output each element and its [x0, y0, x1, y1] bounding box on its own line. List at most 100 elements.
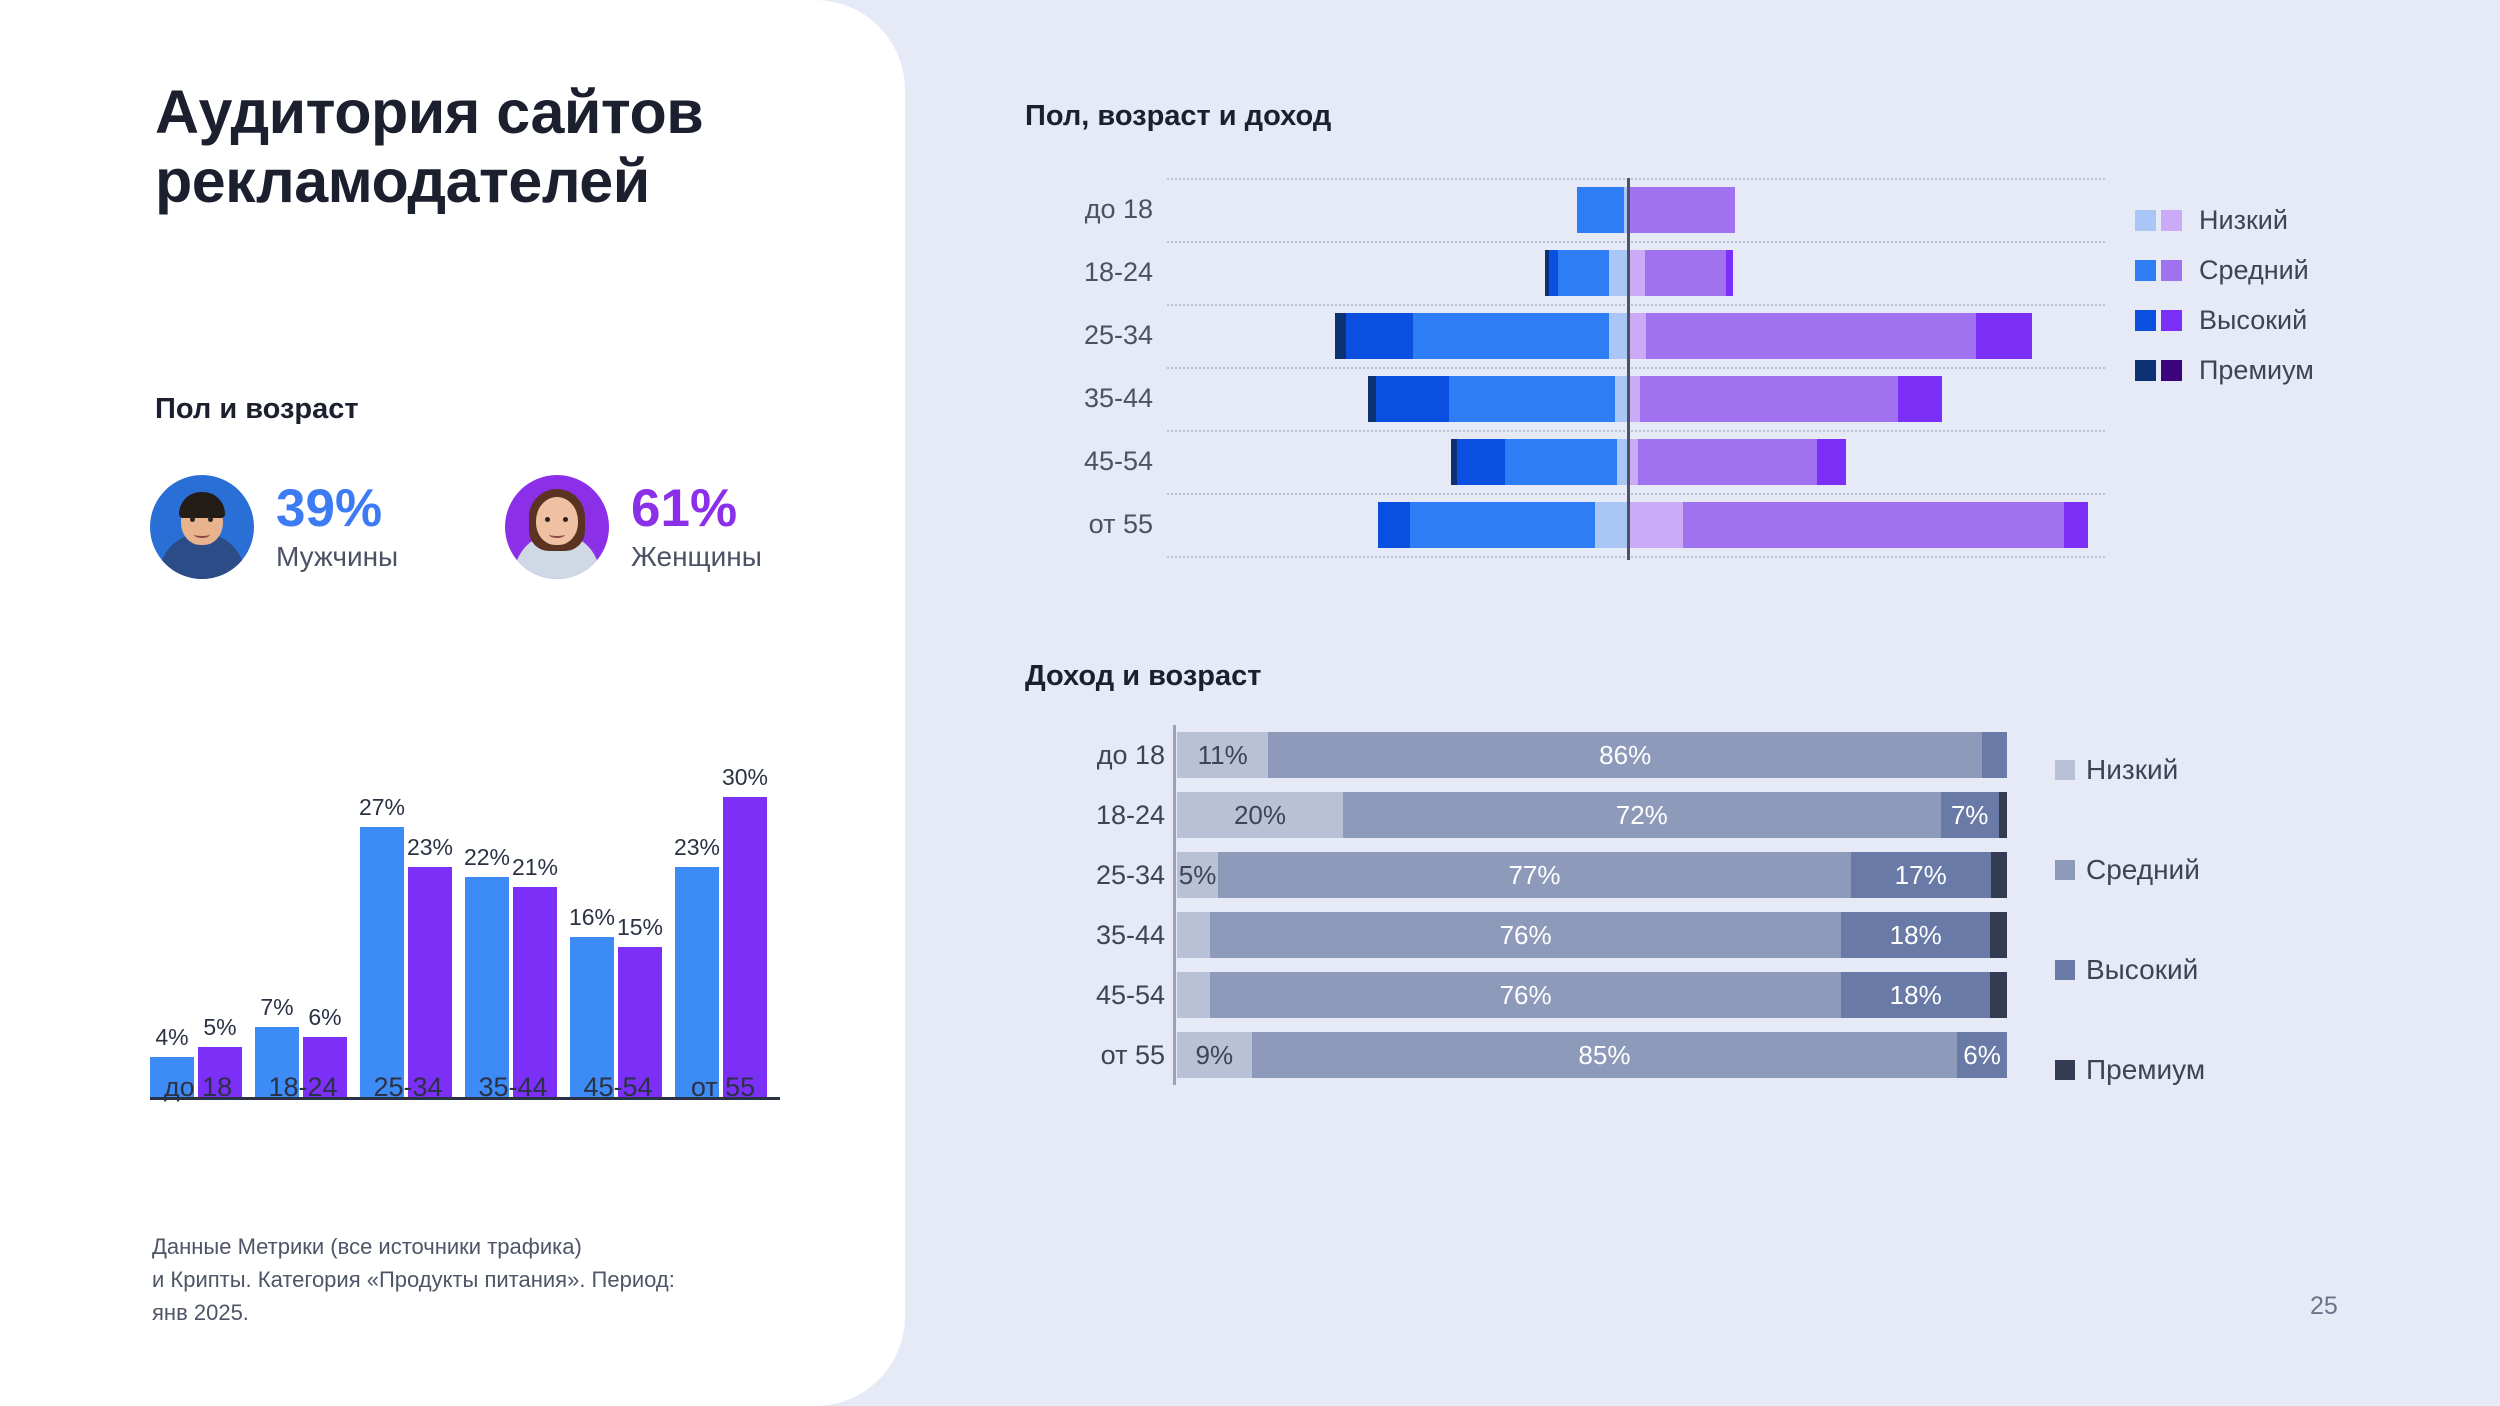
bar-male: 22% — [464, 844, 510, 1097]
income-row-label: 35-44 — [1095, 920, 1165, 950]
income-row: от 55 9% 85% 6% — [1025, 1025, 2105, 1085]
avatar-eye-right — [208, 517, 213, 522]
tornado-plot-area — [1167, 178, 2105, 241]
tornado-segment-male-средний — [1413, 313, 1610, 359]
income-segment-высокий: 6% — [1957, 1032, 2007, 1078]
tornado-legend-item[interactable]: Средний — [2135, 245, 2435, 295]
bar-female: 30% — [722, 764, 768, 1097]
income-segment-премиум — [1998, 792, 2007, 838]
tornado-segment-female-высокий — [1898, 376, 1942, 422]
legend-swatch-female — [2161, 309, 2182, 331]
bar-female: 6% — [303, 1004, 347, 1097]
tornado-segment-male-средний — [1409, 502, 1595, 548]
bar-female: 5% — [198, 1014, 242, 1097]
tornado-segment-male-высокий — [1456, 439, 1505, 485]
bar-female: 15% — [617, 914, 663, 1097]
tornado-segment-female-низкий — [1627, 439, 1639, 485]
income-row-label: 18-24 — [1095, 800, 1165, 830]
x-axis-tick-label: 18-24 — [268, 1072, 338, 1102]
tornado-plot-area — [1167, 304, 2105, 367]
income-row-label: до 18 — [1096, 740, 1165, 770]
tornado-plot-area — [1167, 430, 2105, 493]
tornado-segment-female-высокий — [1976, 313, 2033, 359]
bar-value-label: 23% — [673, 834, 721, 860]
income-legend-item[interactable]: Низкий — [2055, 754, 2178, 785]
gender-age-income-chart-title: Пол, возраст и доход — [1025, 100, 1332, 132]
income-segment-низкий: 5% — [1177, 852, 1219, 898]
legend-swatch-male — [2135, 209, 2156, 231]
income-segment-средний: 77% — [1218, 852, 1851, 898]
tornado-male-stack — [1451, 439, 1627, 485]
tornado-legend-item[interactable]: Низкий — [2135, 195, 2435, 245]
tornado-row: 35-44 — [1025, 367, 2105, 430]
tornado-row: 45-54 — [1025, 430, 2105, 493]
tornado-segment-male-высокий — [1345, 313, 1414, 359]
bar-group: 23% 30% — [673, 764, 771, 1097]
income-row-label: 45-54 — [1095, 980, 1165, 1010]
legend-swatch-female — [2161, 359, 2182, 381]
income-row: 18-24 20% 72% 7% — [1025, 785, 2105, 845]
tornado-row-label: 25-34 — [1083, 320, 1153, 350]
left-panel-card: Аудитория сайтов рекламодателей Пол и во… — [0, 0, 905, 1406]
legend-label: Средний — [2086, 854, 2200, 885]
tornado-segment-male-низкий — [1609, 313, 1627, 359]
tornado-segment-male-премиум — [1451, 439, 1457, 485]
tornado-segment-female-низкий — [1627, 313, 1647, 359]
legend-label: Высокий — [2199, 304, 2308, 335]
income-segment-средний: 76% — [1210, 972, 1841, 1018]
female-label: Женщины — [631, 540, 762, 572]
income-segment-низкий — [1177, 912, 1211, 958]
tornado-gridline — [1167, 367, 2105, 369]
tornado-segment-female-низкий — [1627, 502, 1683, 548]
legend-label: Премиум — [2199, 354, 2314, 385]
tornado-legend-item[interactable]: Премиум — [2135, 345, 2435, 395]
income-row: до 18 11% 86% — [1025, 725, 2105, 785]
bar-value-label: 21% — [511, 854, 559, 880]
avatar-mouth — [194, 529, 210, 538]
bar-male: 16% — [569, 904, 615, 1097]
x-axis-tick-label: 45-54 — [583, 1072, 653, 1102]
bar-value-label: 22% — [463, 844, 511, 870]
income-segment-премиум — [1990, 852, 2007, 898]
income-legend-item[interactable]: Средний — [2055, 854, 2200, 885]
avatar-face — [536, 497, 578, 545]
bar-group: 4% 5% — [150, 1014, 246, 1097]
bar-group: 22% 21% — [464, 844, 561, 1097]
income-segment-средний: 85% — [1251, 1032, 1958, 1078]
tornado-legend-item[interactable]: Высокий — [2135, 295, 2435, 345]
tornado-row-label: 18-24 — [1083, 257, 1153, 287]
legend-swatch-male — [2135, 259, 2156, 281]
avatar-mouth — [549, 529, 565, 538]
male-stat-block: 39% Мужчины — [150, 475, 398, 579]
page-number: 25 — [2310, 1292, 2338, 1320]
income-chart-legend: Низкий Средний Высокий Премиум — [2055, 754, 2385, 1095]
tornado-female-stack — [1627, 187, 1735, 233]
tornado-segment-male-низкий — [1594, 502, 1627, 548]
income-segment-высокий: 18% — [1840, 972, 1991, 1018]
bar-male: 7% — [255, 994, 299, 1097]
income-segment-низкий: 11% — [1177, 732, 1269, 778]
income-segment-премиум — [1990, 972, 2007, 1018]
tornado-segment-female-средний — [1638, 439, 1818, 485]
female-stat-block: 61% Женщины — [505, 475, 762, 579]
tornado-segment-female-средний — [1640, 376, 1899, 422]
income-segment-средний: 86% — [1268, 732, 1983, 778]
income-segment-высокий — [1982, 732, 2007, 778]
gender-age-section-heading: Пол и возраст — [155, 393, 359, 425]
income-legend-item[interactable]: Высокий — [2055, 954, 2198, 985]
income-bar: 76% 18% — [1177, 972, 2007, 1018]
gender-age-income-tornado-chart: до 18 18-24 25-34 35-44 45-54 от 55 — [1025, 178, 2105, 560]
income-legend-item[interactable]: Премиум — [2055, 1054, 2205, 1085]
tornado-segment-male-низкий — [1614, 376, 1627, 422]
x-axis-tick-label: до 18 — [163, 1072, 233, 1102]
tornado-row: 25-34 — [1025, 304, 2105, 367]
income-bar: 11% 86% — [1177, 732, 2007, 778]
bar-group: 7% 6% — [255, 994, 351, 1097]
tornado-row: до 18 — [1025, 178, 2105, 241]
page-title: Аудитория сайтов рекламодателей — [155, 78, 704, 215]
income-row-label: от 55 — [1100, 1040, 1165, 1070]
tornado-row-label: от 55 — [1088, 509, 1153, 539]
income-segment-высокий: 17% — [1850, 852, 1991, 898]
tornado-segment-male-низкий — [1616, 439, 1627, 485]
